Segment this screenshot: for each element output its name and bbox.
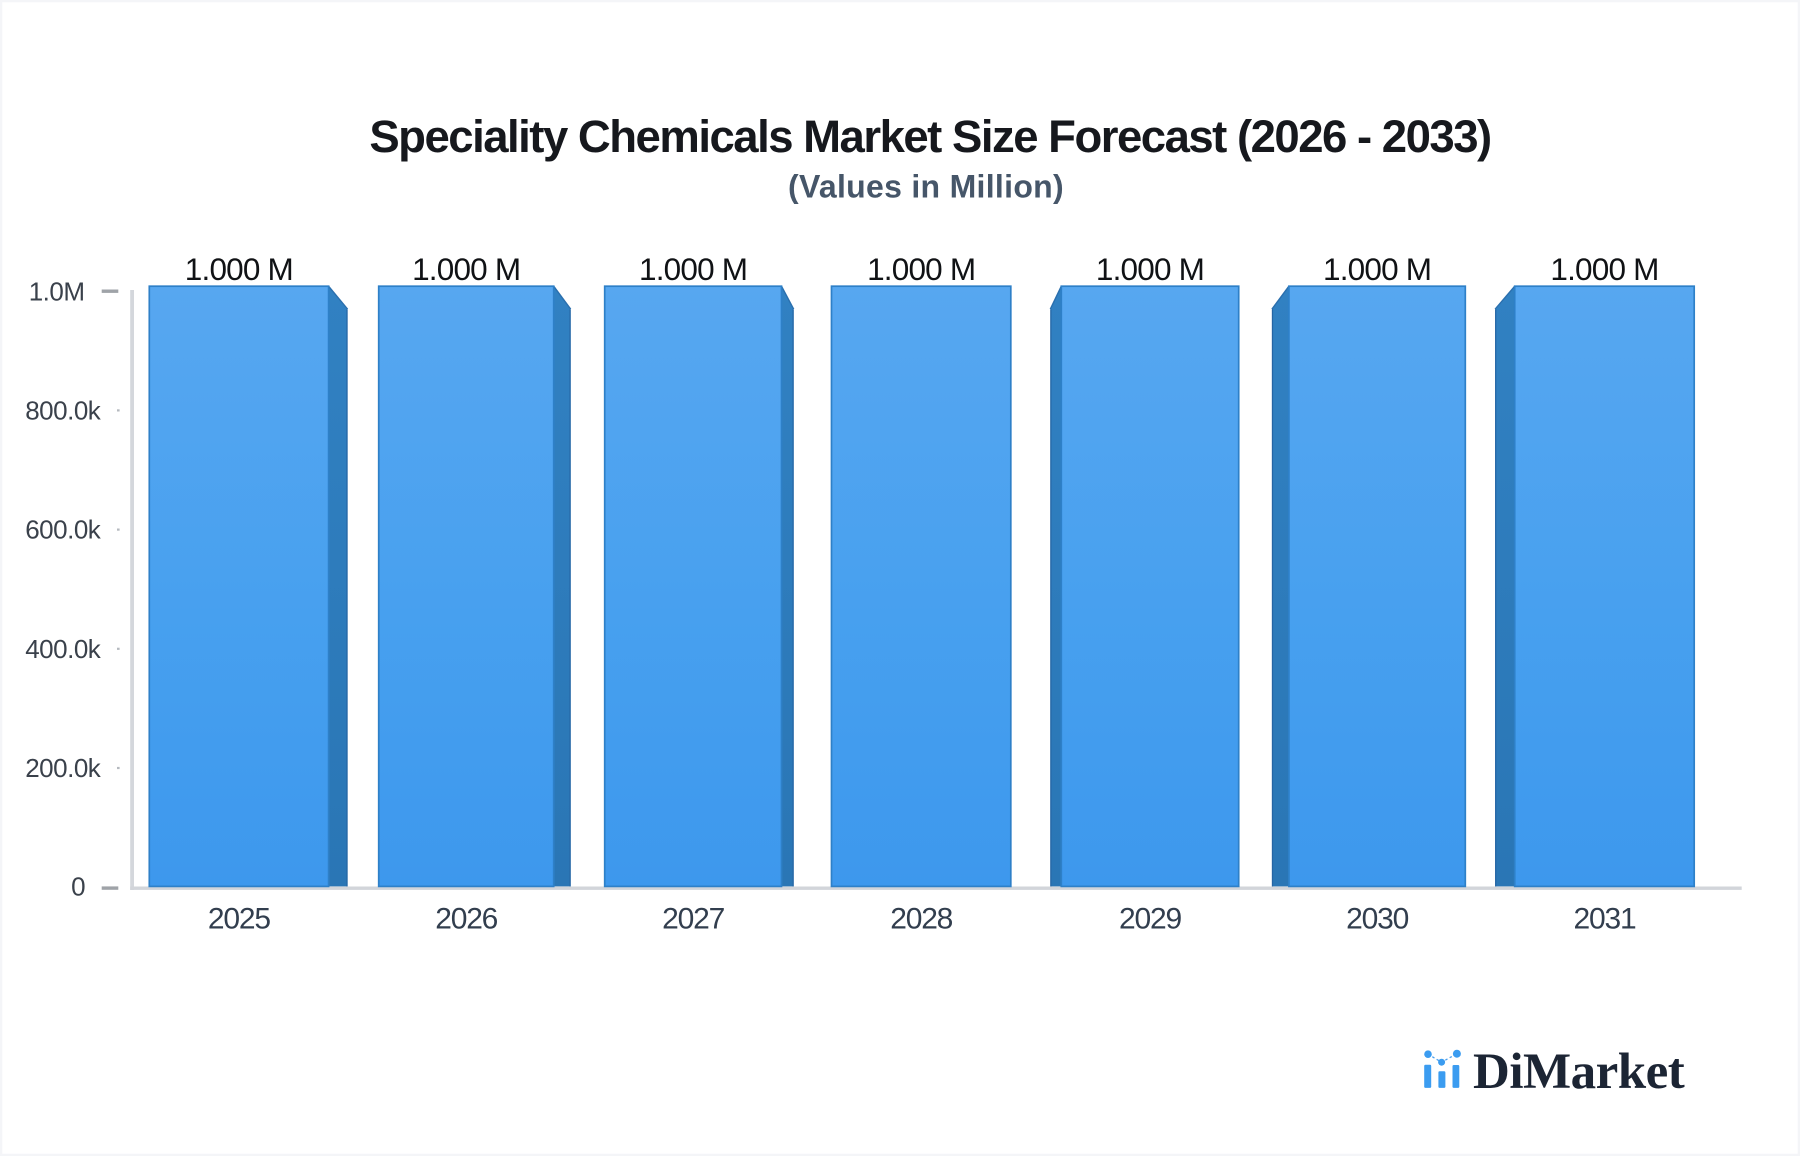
svg-text:1.000 M: 1.000 M: [867, 251, 975, 287]
svg-text:Speciality Chemicals Market Si: Speciality Chemicals Market Size Forecas…: [369, 111, 1490, 162]
svg-text:400.0k: 400.0k: [25, 634, 102, 664]
svg-text:2028: 2028: [890, 903, 952, 936]
svg-text:1.000 M: 1.000 M: [185, 251, 293, 287]
svg-text:1.000 M: 1.000 M: [1096, 251, 1204, 287]
svg-text:(Values in Million): (Values in Million): [788, 169, 1064, 205]
svg-text:1.000 M: 1.000 M: [1323, 251, 1431, 287]
svg-text:0: 0: [71, 872, 85, 902]
svg-text:2025: 2025: [208, 903, 270, 936]
svg-text:1.000 M: 1.000 M: [639, 251, 747, 287]
svg-text:2027: 2027: [662, 903, 724, 936]
svg-text:2029: 2029: [1119, 903, 1181, 936]
svg-text:DiMarket: DiMarket: [1473, 1044, 1685, 1100]
svg-text:200.0k: 200.0k: [25, 753, 102, 783]
svg-text:600.0k: 600.0k: [25, 515, 102, 545]
svg-text:800.0k: 800.0k: [25, 395, 102, 425]
svg-text:1.0M: 1.0M: [29, 276, 85, 306]
svg-text:2030: 2030: [1346, 903, 1408, 936]
svg-text:2026: 2026: [435, 903, 497, 936]
svg-text:1.000 M: 1.000 M: [1550, 251, 1658, 287]
svg-text:1.000 M: 1.000 M: [412, 251, 520, 287]
svg-text:2031: 2031: [1574, 903, 1636, 936]
